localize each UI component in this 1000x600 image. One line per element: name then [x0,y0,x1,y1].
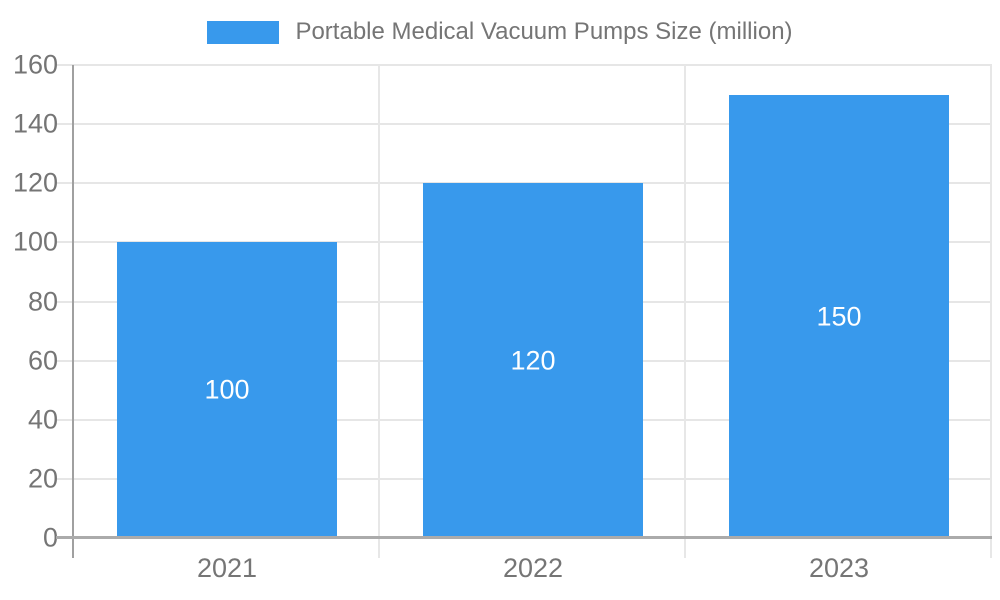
y-axis-label-160: 160 [12,49,58,80]
plot-right-border [990,65,992,558]
gridline-y140 [56,123,992,125]
y-axis-label-120: 120 [12,167,58,198]
x-axis-label-2022: 2022 [502,553,564,583]
bar-2022[interactable]: 120 [423,183,643,538]
y-axis-label-140: 140 [12,108,58,139]
y-axis-label-0: 0 [42,522,58,553]
legend-label: Portable Medical Vacuum Pumps Size (mill… [295,18,793,45]
y-axis-label-80: 80 [27,286,58,317]
legend-swatch-icon [207,20,280,44]
y-axis-label-100: 100 [12,226,58,257]
x-axis-label-2023: 2023 [808,553,870,583]
y-axis-label-40: 40 [27,404,58,435]
gridline-y160 [56,64,992,66]
category-separator [378,65,380,558]
category-separator [684,65,686,558]
bar-2021[interactable]: 100 [117,242,337,538]
bar-value-label: 120 [510,345,556,375]
x-axis-label-2021: 2021 [196,553,258,583]
y-axis-label-60: 60 [27,345,58,376]
x-axis-line [56,536,992,539]
bar-value-label: 100 [204,374,250,405]
y-axis-line [72,65,74,558]
legend[interactable]: Portable Medical Vacuum Pumps Size (mill… [0,17,1000,47]
y-axis-label-20: 20 [27,463,58,494]
bar-2023[interactable]: 150 [729,95,949,538]
bar-value-label: 150 [816,301,862,331]
